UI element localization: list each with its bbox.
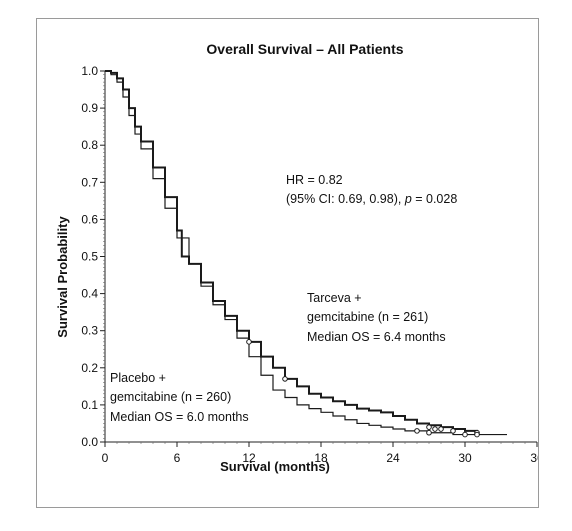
y-tick-label: 0.4 <box>81 287 98 301</box>
y-tick-label: 1.0 <box>81 64 98 78</box>
y-tick-label: 0.6 <box>81 212 98 226</box>
x-tick-label: 6 <box>174 451 181 465</box>
placebo-label-line2: gemcitabine (n = 260) <box>110 390 231 404</box>
series-0-censor-mark <box>432 426 438 432</box>
censor-marks <box>246 339 480 438</box>
y-tick-label: 0.1 <box>81 398 98 412</box>
x-tick-label: 12 <box>242 451 256 465</box>
y-tick-label: 0.3 <box>81 324 98 338</box>
series-0-censor-mark <box>246 339 252 345</box>
axes: 0.0 0.1 0.2 0.3 0.4 0.5 0.6 0.7 0.8 0.9 1.0 0 6 12 18 2… <box>81 64 538 465</box>
chart-frame: Overall Survival – All Patients 0.0 0.1 0.… <box>36 18 539 508</box>
y-tick-label: 0.2 <box>81 361 98 375</box>
y-tick-label: 0.8 <box>81 138 98 152</box>
x-axis-label: Survival (months) <box>220 459 330 474</box>
x-tick-label: 24 <box>386 451 400 465</box>
series-1-censor-mark <box>462 431 468 438</box>
survival-chart: Overall Survival – All Patients 0.00.10.… <box>55 41 538 474</box>
placebo-label-line3: Median OS = 6.0 months <box>110 410 249 424</box>
hr-annotation-line2: (95% CI: 0.69, 0.98), p = 0.028 <box>286 192 457 206</box>
tarceva-label-line3: Median OS = 6.4 months <box>307 330 446 344</box>
chart-title: Overall Survival – All Patients <box>206 41 403 57</box>
tarceva-label-line2: gemcitabine (n = 261) <box>307 310 428 324</box>
x-tick-label: 36 <box>530 451 538 465</box>
y-tick-label: 0.5 <box>81 250 98 264</box>
series-1-censor-mark <box>474 431 480 438</box>
series-0-censor-mark <box>282 376 288 382</box>
tarceva-label-line1: Tarceva + <box>307 291 362 305</box>
series-1-curve <box>105 70 507 436</box>
hr-annotation-line1: HR = 0.82 <box>286 173 343 187</box>
series-1-censor-mark <box>414 428 420 434</box>
y-tick-label: 0.7 <box>81 175 98 189</box>
y-axis-label: Survival Probability <box>55 216 70 338</box>
placebo-label-line1: Placebo + <box>110 371 166 385</box>
series-0-censor-mark <box>450 428 456 434</box>
series-1-censor-mark <box>426 429 432 436</box>
x-tick-label: 0 <box>102 451 109 465</box>
y-tick-label: 0.0 <box>81 435 98 449</box>
series-0-censor-mark <box>426 424 432 430</box>
series-0-censor-mark <box>438 426 444 432</box>
curves <box>105 70 507 436</box>
x-tick-label: 30 <box>458 451 472 465</box>
x-tick-label: 18 <box>314 451 328 465</box>
y-tick-label: 0.9 <box>81 101 98 115</box>
